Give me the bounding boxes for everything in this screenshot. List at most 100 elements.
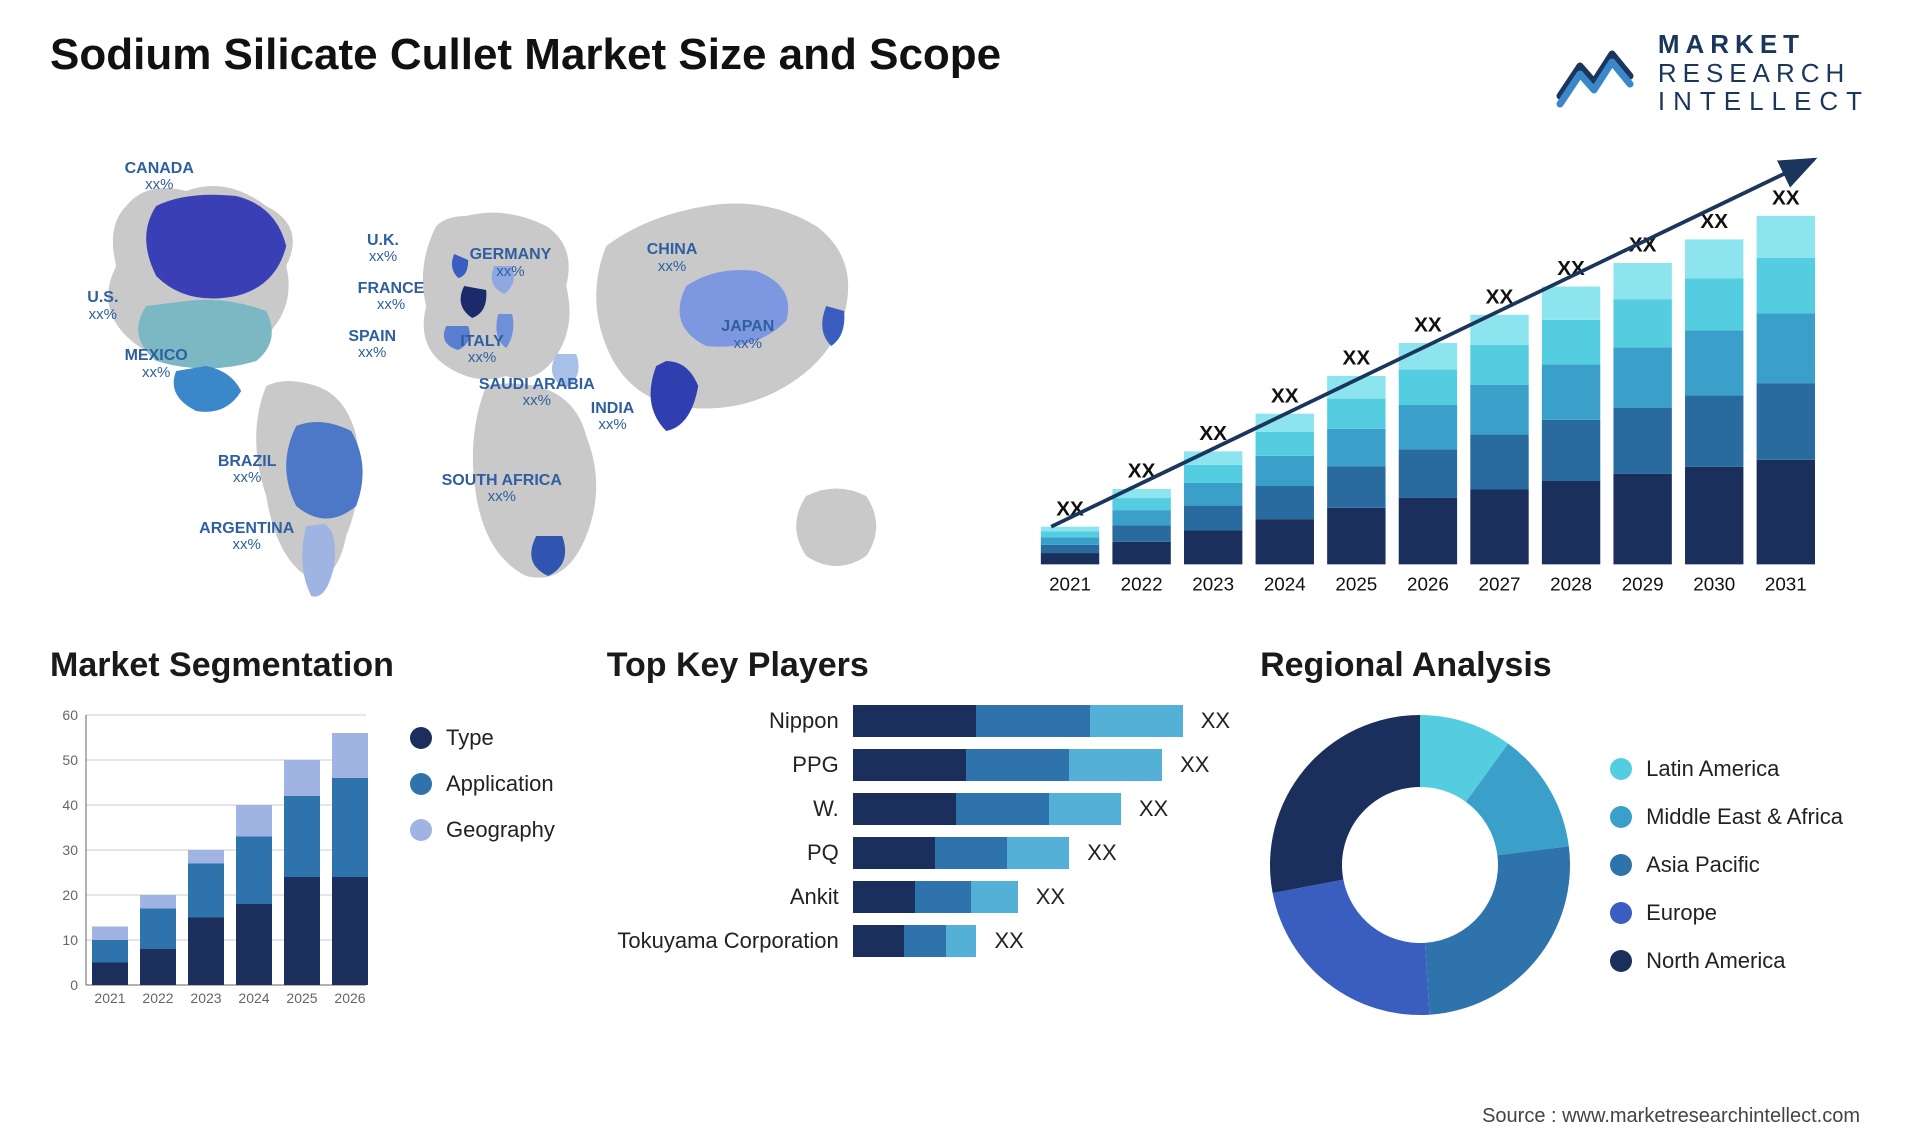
player-bar [853, 881, 1018, 913]
source-label: Source : www.marketresearchintellect.com [1482, 1105, 1860, 1128]
logo-text-1: MARKET [1658, 30, 1870, 59]
legend-swatch-icon [1610, 854, 1632, 876]
map-country-pct: xx% [442, 489, 562, 506]
player-name: Ankit [617, 884, 847, 910]
legend-swatch-icon [410, 819, 432, 841]
svg-text:2022: 2022 [1121, 574, 1163, 595]
svg-text:2026: 2026 [1407, 574, 1449, 595]
legend-label: Europe [1646, 900, 1717, 926]
map-country-label: INDIAxx% [591, 400, 635, 434]
map-country-name: CANADA [125, 160, 194, 177]
svg-text:60: 60 [62, 707, 78, 723]
player-bar-segment [853, 881, 915, 913]
legend-label: Asia Pacific [1646, 852, 1760, 878]
map-country-label: SAUDI ARABIAxx% [479, 376, 595, 410]
player-value: XX [1139, 796, 1168, 822]
legend-item: Type [410, 725, 555, 751]
regional-legend: Latin America Middle East & Africa Asia Pa… [1610, 756, 1843, 974]
legend-label: Latin America [1646, 756, 1779, 782]
legend-item: Europe [1610, 900, 1843, 926]
player-bar [853, 749, 1162, 781]
map-country-pct: xx% [479, 393, 595, 410]
svg-text:XX: XX [1343, 346, 1371, 369]
map-country-name: MEXICO [125, 347, 188, 364]
svg-text:2021: 2021 [94, 990, 125, 1006]
legend-label: Type [446, 725, 494, 751]
map-country-pct: xx% [87, 307, 118, 324]
svg-text:2024: 2024 [1264, 574, 1306, 595]
player-bar-segment [904, 925, 945, 957]
svg-text:10: 10 [62, 932, 78, 948]
legend-label: Application [446, 771, 554, 797]
legend-label: Middle East & Africa [1646, 804, 1843, 830]
legend-swatch-icon [1610, 950, 1632, 972]
map-country-pct: xx% [460, 350, 504, 367]
player-bar-segment [976, 705, 1089, 737]
segmentation-title: Market Segmentation [50, 646, 577, 685]
map-country-name: BRAZIL [218, 453, 277, 470]
segmentation-chart: 0102030405060202120222023202420252026 [50, 705, 380, 1025]
legend-swatch-icon [1610, 758, 1632, 780]
player-bar-segment [966, 749, 1069, 781]
logo-text-2: RESEARCH [1658, 59, 1870, 88]
map-country-pct: xx% [125, 177, 194, 194]
player-bar-segment [1090, 705, 1183, 737]
map-country-pct: xx% [721, 336, 774, 353]
player-value: XX [1201, 708, 1230, 734]
svg-text:2023: 2023 [190, 990, 221, 1006]
regional-panel: Regional Analysis Latin America Middle Ea… [1260, 646, 1870, 1066]
svg-text:2025: 2025 [1336, 574, 1378, 595]
svg-text:0: 0 [70, 977, 78, 993]
map-country-label: FRANCExx% [358, 280, 425, 314]
map-country-label: SPAINxx% [348, 328, 396, 362]
svg-text:2030: 2030 [1694, 574, 1736, 595]
players-panel: Top Key Players NipponXXPPGXXW.XXPQXXAnk… [607, 646, 1230, 1066]
map-country-label: GERMANYxx% [470, 246, 552, 280]
svg-text:XX: XX [1200, 422, 1228, 445]
svg-text:2027: 2027 [1479, 574, 1521, 595]
map-country-name: JAPAN [721, 318, 774, 335]
player-value: XX [1087, 840, 1116, 866]
svg-text:2028: 2028 [1551, 574, 1593, 595]
growth-chart-panel: XX2021XX2022XX2023XX2024XX2025XX2026XX20… [1022, 136, 1870, 616]
map-country-name: GERMANY [470, 246, 552, 263]
map-country-name: ARGENTINA [199, 520, 294, 537]
legend-label: North America [1646, 948, 1785, 974]
map-country-name: SPAIN [348, 328, 396, 345]
player-bar-segment [853, 793, 956, 825]
player-row: W.XX [617, 793, 1230, 825]
svg-text:40: 40 [62, 797, 78, 813]
segmentation-legend: TypeApplicationGeography [410, 725, 555, 1025]
legend-item: North America [1610, 948, 1843, 974]
map-country-pct: xx% [647, 259, 698, 276]
regional-title: Regional Analysis [1260, 646, 1870, 685]
player-value: XX [994, 928, 1023, 954]
player-name: Tokuyama Corporation [617, 928, 847, 954]
page-title: Sodium Silicate Cullet Market Size and S… [50, 30, 1001, 80]
legend-swatch-icon [410, 773, 432, 795]
legend-item: Latin America [1610, 756, 1843, 782]
legend-item: Application [410, 771, 555, 797]
svg-text:30: 30 [62, 842, 78, 858]
map-country-label: MEXICOxx% [125, 347, 188, 381]
player-row: Tokuyama Corporation XX [617, 925, 1230, 957]
player-bar [853, 837, 1070, 869]
player-name: PQ [617, 840, 847, 866]
svg-text:2025: 2025 [286, 990, 317, 1006]
map-country-pct: xx% [358, 297, 425, 314]
player-bar-segment [853, 705, 977, 737]
player-bar-segment [915, 881, 972, 913]
player-name: PPG [617, 752, 847, 778]
player-value: XX [1180, 752, 1209, 778]
svg-text:2026: 2026 [334, 990, 365, 1006]
svg-text:XX: XX [1414, 314, 1442, 337]
legend-swatch-icon [1610, 902, 1632, 924]
svg-text:XX: XX [1271, 384, 1299, 407]
map-country-label: ARGENTINAxx% [199, 520, 294, 554]
player-bar [853, 705, 1183, 737]
map-country-pct: xx% [199, 537, 294, 554]
player-bar-segment [853, 749, 966, 781]
map-country-label: U.S.xx% [87, 289, 118, 323]
player-bar-segment [853, 925, 905, 957]
map-country-label: ITALYxx% [460, 333, 504, 367]
